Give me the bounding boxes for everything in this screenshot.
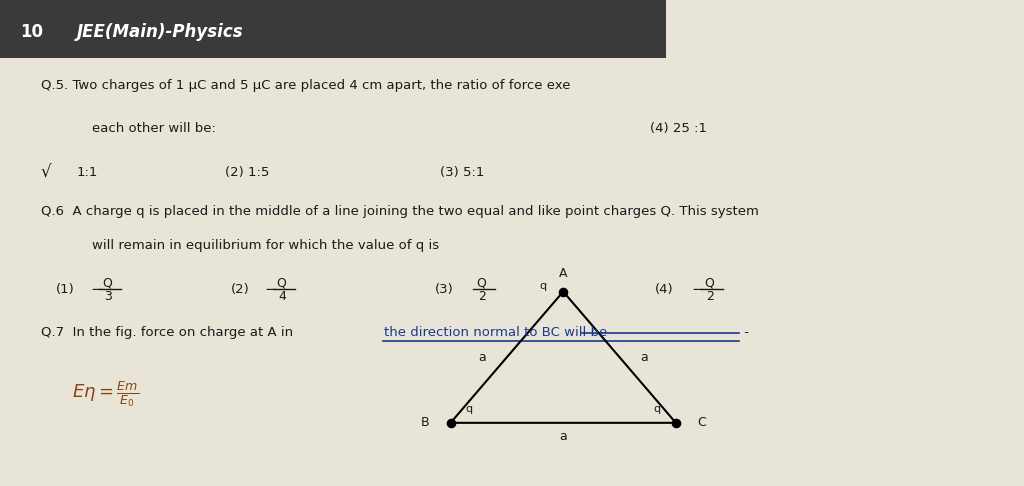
Text: a: a — [478, 351, 486, 364]
Text: Q.7  In the fig. force on charge at A in: Q.7 In the fig. force on charge at A in — [41, 327, 297, 339]
Text: (2) 1:5: (2) 1:5 — [225, 166, 269, 179]
Text: 1:1: 1:1 — [77, 166, 98, 179]
Text: 10: 10 — [20, 22, 43, 41]
Text: (3): (3) — [435, 283, 454, 295]
Text: will remain in equilibrium for which the value of q is: will remain in equilibrium for which the… — [92, 239, 439, 252]
Text: −: − — [264, 282, 276, 296]
Text: √: √ — [41, 163, 51, 182]
Text: A: A — [559, 267, 567, 279]
Text: −: − — [90, 282, 102, 296]
Text: (2): (2) — [230, 283, 249, 295]
Text: 2: 2 — [707, 290, 715, 303]
Text: q: q — [466, 404, 472, 414]
Text: Q: Q — [276, 277, 287, 289]
Point — [668, 419, 684, 427]
Point — [555, 288, 571, 295]
Text: Q: Q — [102, 277, 113, 289]
FancyBboxPatch shape — [0, 0, 666, 58]
Text: each other will be:: each other will be: — [92, 122, 216, 135]
Text: a: a — [640, 351, 648, 364]
Text: the direction normal to BC will be: the direction normal to BC will be — [384, 327, 607, 339]
Text: −: − — [691, 282, 703, 296]
Point — [442, 419, 459, 427]
Text: q: q — [654, 404, 660, 414]
Text: $E\eta = \frac{Em}{E_0}$: $E\eta = \frac{Em}{E_0}$ — [72, 379, 139, 409]
Text: C: C — [697, 417, 706, 429]
Text: (4) 25 :1: (4) 25 :1 — [650, 122, 708, 135]
Text: Q.6  A charge q is placed in the middle of a line joining the two equal and like: Q.6 A charge q is placed in the middle o… — [41, 205, 759, 218]
Text: JEE(Main)-Physics: JEE(Main)-Physics — [77, 22, 244, 41]
Text: q: q — [540, 281, 546, 291]
Text: (1): (1) — [56, 283, 75, 295]
Text: 3: 3 — [104, 290, 113, 303]
Text: -: - — [740, 327, 750, 339]
Text: a: a — [559, 430, 567, 443]
Text: (3) 5:1: (3) 5:1 — [440, 166, 484, 179]
Text: (4): (4) — [655, 283, 674, 295]
Text: B: B — [421, 417, 429, 429]
Text: 2: 2 — [478, 290, 486, 303]
Text: Q.5. Two charges of 1 μC and 5 μC are placed 4 cm apart, the ratio of force exe: Q.5. Two charges of 1 μC and 5 μC are pl… — [41, 79, 570, 91]
Text: Q: Q — [705, 277, 715, 289]
Text: Q: Q — [476, 277, 486, 289]
Text: 4: 4 — [279, 290, 287, 303]
